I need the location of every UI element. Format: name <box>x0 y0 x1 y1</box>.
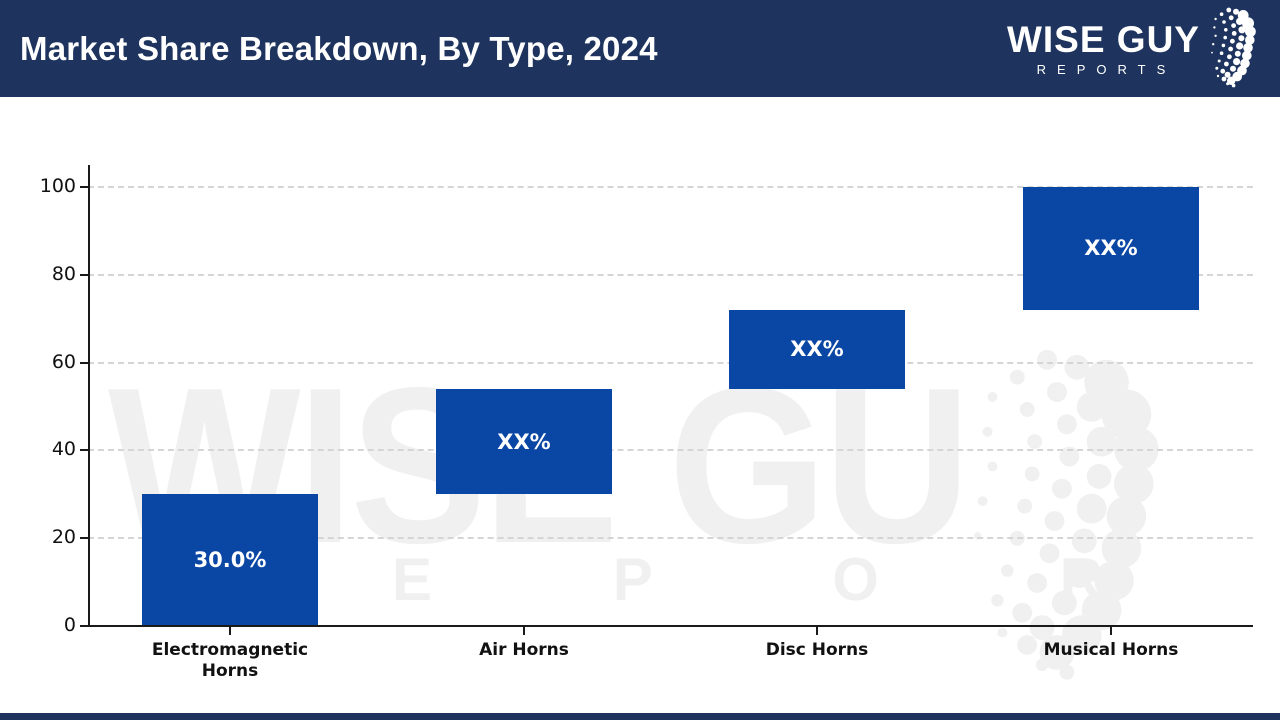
y-axis-tick-label[interactable]: 0 <box>63 614 76 636</box>
y-axis-tick[interactable] <box>80 273 88 276</box>
bar-musical-horns[interactable]: XX% <box>1023 187 1199 310</box>
gridline[interactable] <box>88 361 1253 364</box>
y-axis-tick[interactable] <box>80 186 88 188</box>
bar-value-label: XX% <box>1084 236 1138 261</box>
category-label[interactable]: Disc Horns <box>765 640 869 660</box>
wise-guy-reports-logo: WISE GUY REPORTS <box>1007 7 1266 91</box>
bar-value-label: XX% <box>790 337 844 362</box>
bar-value-label: 30.0% <box>193 548 267 573</box>
y-axis-tick[interactable] <box>80 361 88 364</box>
dotted-face-icon <box>1211 7 1256 87</box>
category-label[interactable]: Electromagnetic Horns <box>151 640 309 682</box>
x-axis-tick[interactable] <box>523 627 525 635</box>
y-axis-line[interactable] <box>88 165 90 626</box>
gridline[interactable] <box>88 449 1253 452</box>
y-axis-tick[interactable] <box>80 537 88 540</box>
y-axis-tick-label[interactable]: 20 <box>51 526 76 549</box>
logo-wordmark: WISE GUY <box>1006 18 1200 60</box>
logo-subtitle: REPORTS <box>1036 61 1177 77</box>
header-bar: Market Share Breakdown, By Type, 2024 WI… <box>0 0 1280 97</box>
y-axis-tick[interactable] <box>80 625 88 627</box>
x-axis-tick[interactable] <box>1110 627 1112 635</box>
x-axis-tick[interactable] <box>229 627 231 635</box>
chart-title: Market Share Breakdown, By Type, 2024 <box>20 29 658 67</box>
bar-electromagnetic-horns[interactable]: 30.0% <box>142 494 318 626</box>
y-axis-tick[interactable] <box>80 449 88 452</box>
category-label[interactable]: Musical Horns <box>1043 640 1179 660</box>
gridline[interactable] <box>88 186 1253 188</box>
x-axis-tick[interactable] <box>816 627 818 635</box>
gridline[interactable] <box>88 273 1253 276</box>
y-axis-tick-label[interactable]: 60 <box>51 350 76 373</box>
y-axis-tick-label[interactable]: 100 <box>39 175 76 197</box>
bar-disc-horns[interactable]: XX% <box>729 309 905 389</box>
bar-air-horns[interactable]: XX% <box>436 388 612 495</box>
bar-value-label: XX% <box>497 429 551 454</box>
gridline[interactable] <box>88 537 1253 540</box>
y-axis-tick-label[interactable]: 40 <box>51 438 76 461</box>
category-label[interactable]: Air Horns <box>479 640 569 660</box>
y-axis-tick-label[interactable]: 80 <box>51 262 76 285</box>
logo-text: WISE GUY REPORTS <box>1007 21 1200 77</box>
x-axis-line[interactable] <box>88 625 1253 627</box>
plot-area: 0 20 40 60 80 100 30.0% XX% XX% XX% Electromagneti… <box>0 97 1280 713</box>
footer-bar <box>0 713 1280 720</box>
